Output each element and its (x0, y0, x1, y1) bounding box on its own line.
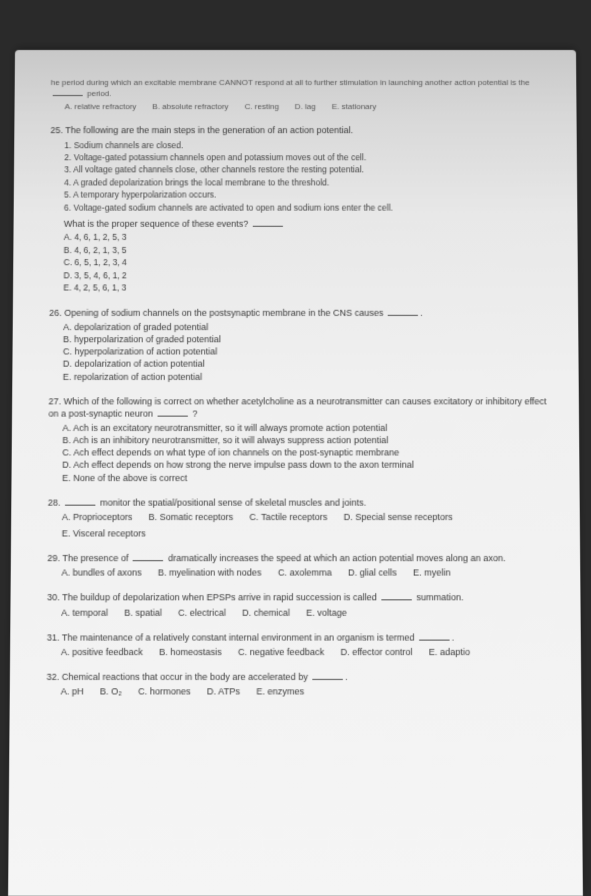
q28-opt-e: E. Visceral receptors (62, 527, 146, 539)
question-32: 32. Chemical reactions that occur in the… (46, 671, 552, 698)
q30-opt-d: D. chemical (242, 606, 290, 619)
q27-opt-c: C. Ach effect depends on what type of io… (62, 447, 551, 459)
q24-opt-b: B. absolute refractory (152, 102, 228, 113)
q29-opt-d: D. glial cells (348, 567, 397, 580)
q28-opt-a: A. Proprioceptors (62, 511, 133, 523)
q25-step-4: 4. A graded depolarization brings the lo… (64, 177, 549, 189)
q27-blank (158, 415, 188, 416)
q30-opt-c: C. electrical (178, 606, 226, 619)
q25-text: 25. The following are the main steps in … (50, 126, 353, 136)
q25-step-5: 5. A temporary hyperpolarization occurs. (64, 190, 549, 202)
question-26: 26. Opening of sodium channels on the po… (49, 307, 551, 383)
q32-opt-a: A. pH (61, 685, 84, 698)
q25-opt-a: A. 4, 6, 1, 2, 5, 3 (64, 232, 550, 244)
q26-opt-c: C. hyperpolarization of action potential (63, 346, 550, 358)
q27-text: 27. Which of the following is correct on… (48, 396, 546, 419)
q25-opt-b: B. 4, 6, 2, 1, 3, 5 (64, 245, 550, 257)
q30-text-a: 30. The buildup of depolarization when E… (47, 592, 377, 602)
q31-opt-a: A. positive feedback (61, 646, 143, 659)
q26-blank (388, 315, 418, 316)
q25-opt-e: E. 4, 2, 5, 6, 1, 3 (63, 283, 549, 295)
q31-opt-e: E. adaptio (429, 646, 470, 659)
question-25: 25. The following are the main steps in … (49, 125, 550, 295)
q24-opt-a: A. relative refractory (65, 102, 137, 113)
q31-opt-d: D. effector control (340, 646, 412, 659)
q32-opt-b: B. O₂ (100, 685, 122, 698)
question-30: 30. The buildup of depolarization when E… (47, 591, 552, 618)
q26-opt-d: D. depolarization of action potential (63, 358, 551, 370)
question-31: 31. The maintenance of a relatively cons… (47, 631, 553, 658)
q25-step-1: 1. Sodium channels are closed. (64, 140, 548, 152)
q24-text-b: period. (87, 89, 112, 98)
q28-num: 28. (48, 497, 61, 507)
q25-step-3: 3. All voltage gated channels close, oth… (64, 165, 549, 177)
q32-opt-d: D. ATPs (207, 685, 240, 698)
q28-blank (65, 504, 95, 505)
q28-opt-d: D. Special sense receptors (344, 511, 453, 523)
q24-opt-c: C. resting (245, 102, 279, 113)
q24-opt-d: D. lag (295, 102, 316, 113)
q32-blank (312, 679, 343, 680)
q25-opt-c: C. 6, 5, 1, 2, 3, 4 (64, 258, 550, 270)
q29-text-a: 29. The presence of (47, 553, 128, 563)
q29-opt-c: C. axolemma (278, 567, 332, 580)
q30-opt-e: E. voltage (306, 606, 347, 619)
q25-step-6: 6. Voltage-gated sodium channels are act… (64, 202, 549, 214)
q31-blank (419, 639, 450, 640)
q30-text-b: summation. (416, 592, 463, 602)
q29-blank (133, 560, 163, 561)
q25-step-2: 2. Voltage-gated potassium channels open… (64, 152, 549, 164)
q26-opt-e: E. repolarization of action potential (63, 370, 551, 382)
q32-opt-c: C. hormones (138, 685, 191, 698)
q28-opt-c: C. Tactile receptors (249, 511, 327, 523)
q29-text-b: dramatically increases the speed at whic… (168, 553, 506, 563)
q24-blank (53, 95, 83, 96)
q29-opt-b: B. myelination with nodes (158, 567, 262, 580)
q31-opt-b: B. homeostasis (159, 646, 222, 659)
q28-text: monitor the spatial/positional sense of … (100, 497, 366, 507)
q30-opt-b: B. spatial (124, 606, 162, 619)
q30-opt-a: A. temporal (61, 606, 108, 619)
q24-text-a: he period during which an excitable memb… (51, 78, 530, 87)
q30-blank (381, 600, 411, 601)
q31-text: 31. The maintenance of a relatively cons… (47, 632, 415, 642)
question-27: 27. Which of the following is correct on… (48, 395, 551, 484)
question-28: 28. monitor the spatial/positional sense… (48, 496, 552, 540)
q27-opt-b: B. Ach is an inhibitory neurotransmitter… (62, 434, 551, 446)
q26-opt-b: B. hyperpolarization of graded potential (63, 333, 550, 345)
q24-opt-e: E. stationary (332, 102, 377, 113)
q25-opt-d: D. 3, 5, 4, 6, 1, 2 (63, 270, 549, 282)
question-29: 29. The presence of dramatically increas… (47, 552, 552, 579)
q28-opt-b: B. Somatic receptors (149, 511, 234, 523)
q32-text: 32. Chemical reactions that occur in the… (47, 672, 308, 682)
q25-subquestion: What is the proper sequence of these eve… (64, 219, 249, 229)
q27-qmark: ? (193, 408, 198, 418)
q27-opt-d: D. Ach effect depends on how strong the … (62, 459, 551, 471)
question-24: he period during which an excitable memb… (51, 78, 549, 112)
q26-opt-a: A. depolarization of graded potential (63, 321, 550, 333)
q29-opt-e: E. myelin (413, 567, 451, 580)
q32-opt-e: E. enzymes (256, 685, 304, 698)
q25-blank (253, 226, 283, 227)
q26-text: 26. Opening of sodium channels on the po… (49, 308, 383, 318)
q27-opt-e: E. None of the above is correct (62, 471, 551, 483)
exam-paper: he period during which an excitable memb… (8, 50, 583, 896)
q31-opt-c: C. negative feedback (238, 646, 324, 659)
q29-opt-a: A. bundles of axons (61, 567, 141, 580)
q27-opt-a: A. Ach is an excitatory neurotransmitter… (62, 422, 550, 434)
